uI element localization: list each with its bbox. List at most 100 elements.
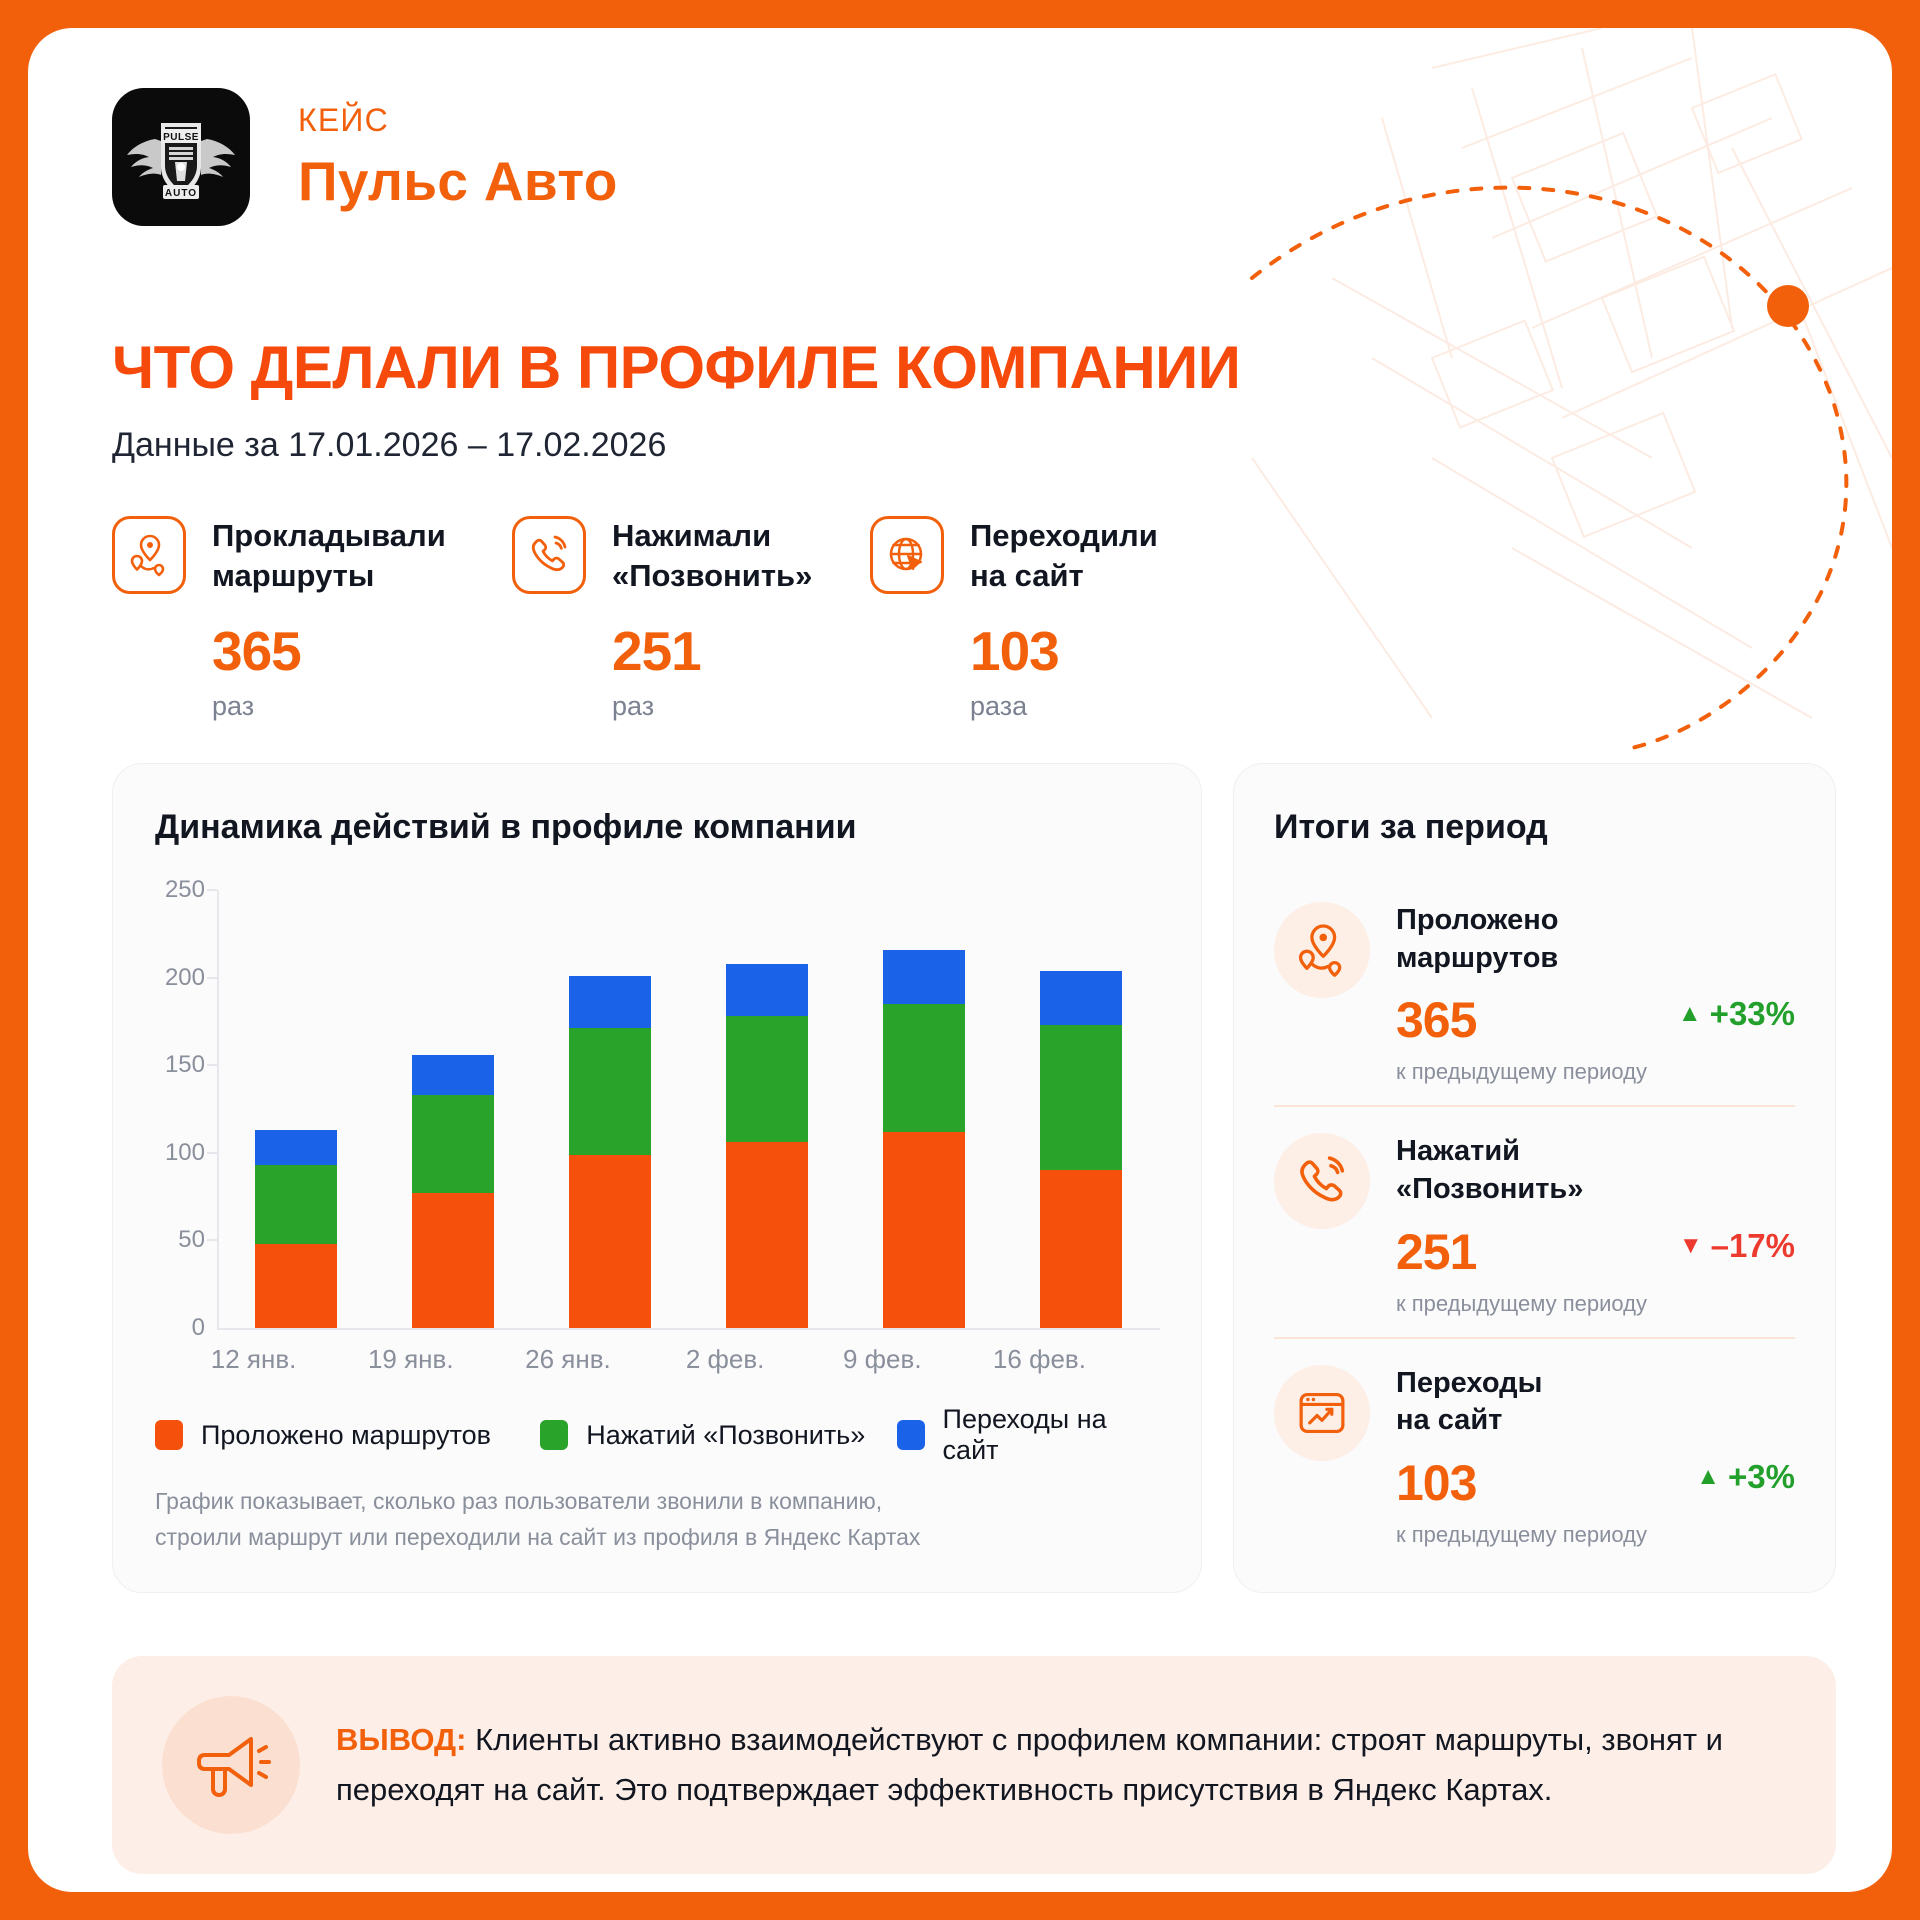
stacked-bar[interactable] [883, 949, 966, 1328]
bar-segment [254, 1130, 337, 1166]
bar-column [846, 890, 1003, 1328]
summary-label: Переходы на сайт [1396, 1366, 1543, 1437]
summary-sub: к предыдущему периоду [1396, 1059, 1647, 1085]
bar-chart-plot: 0 50 100 150 200 250 [155, 876, 1160, 1341]
bar-segment [726, 963, 809, 1017]
kpi-site: Переходили на сайт 103 раза [870, 516, 1158, 722]
summary-row: Проложено маршрутов 365 к предыдущему пе… [1234, 874, 1835, 1105]
summary-list: Проложено маршрутов 365 к предыдущему пе… [1234, 874, 1835, 1568]
kpi-calls: Нажимали «Позвонить» 251 раз [512, 516, 870, 722]
kpi-label: Нажимали «Позвонить» [612, 518, 813, 593]
legend-label: Нажатий «Позвонить» [586, 1419, 866, 1450]
y-axis-tick-mark [207, 889, 217, 891]
summary-value: 365 [1396, 992, 1477, 1049]
summary-label: Нажатий «Позвонить» [1396, 1135, 1584, 1206]
delta-value: –17% [1710, 1226, 1795, 1264]
y-axis-tick-label: 200 [164, 963, 205, 991]
kpi-row: Прокладывали маршруты 365 раз Нажимали «… [112, 516, 1158, 722]
x-axis-labels: 12 янв. 19 янв. 26 янв. 2 фев. 9 фев. 16 фев. [175, 1344, 1118, 1375]
svg-text:PULSE: PULSE [163, 132, 199, 143]
y-axis-tick-mark [207, 1239, 217, 1242]
stacked-bar[interactable] [411, 1054, 494, 1328]
phone-call-icon [1274, 1133, 1370, 1230]
x-axis-line [217, 1328, 1160, 1330]
bar-segment [726, 1142, 809, 1328]
bar-column [1003, 890, 1160, 1328]
bar-column [374, 890, 531, 1328]
y-axis-line [217, 890, 219, 1330]
legend-label: Переходы на сайт [942, 1404, 1107, 1465]
summary-row: Нажатий «Позвонить» 251 к предыдущему пе… [1234, 1105, 1835, 1336]
map-lines-decoration [1251, 28, 1892, 719]
bar-segment [411, 1193, 494, 1328]
status-badge: ▲ +33% [1678, 995, 1795, 1033]
bar-segment [883, 1003, 966, 1132]
summary-body: Переходы на сайт 103 к предыдущему перио… [1396, 1365, 1795, 1548]
kpi-unit: раза [970, 691, 1028, 722]
x-axis-label: 19 янв. [367, 1344, 454, 1374]
bar-series-group [217, 890, 1160, 1328]
chart-title: Динамика действий в профиле компании [155, 808, 857, 846]
bar-segment [411, 1095, 494, 1194]
kpi-label: Прокладывали маршруты [212, 518, 446, 593]
x-axis-label: 26 янв. [525, 1344, 611, 1374]
delta-value: +3% [1728, 1458, 1795, 1496]
poster-frame: PULSE AUTO КЕЙС Пульс Авто ЧТО ДЕЛАЛИ В … [28, 28, 1892, 1892]
bar-segment [726, 1016, 809, 1143]
y-axis-tick-mark [207, 976, 217, 979]
chart-legend: Проложено маршрутов Нажатий «Позвонить» Пе… [155, 1404, 1160, 1466]
route-pin-icon [112, 516, 186, 594]
summary-body: Нажатий «Позвонить» 251 к предыдущему пе… [1396, 1133, 1795, 1316]
summary-title: Итоги за период [1274, 808, 1548, 846]
stacked-bar[interactable] [726, 963, 809, 1328]
page-subtitle: Данные за 17.01.2026 – 17.02.2026 [112, 426, 667, 464]
page-title: ЧТО ДЕЛАЛИ В ПРОФИЛЕ КОМПАНИИ [112, 334, 1241, 401]
x-axis-label: 16 фев. [992, 1344, 1086, 1374]
legend-item[interactable]: Нажатий «Позвонить» [540, 1404, 896, 1466]
kpi-routes: Прокладывали маршруты 365 раз [112, 516, 512, 722]
bar-segment [883, 1131, 966, 1328]
company-logo: PULSE AUTO [112, 88, 250, 226]
svg-text:AUTO: AUTO [165, 188, 197, 199]
bar-segment [883, 949, 966, 1004]
kpi-value: 103 [970, 620, 1060, 683]
summary-value: 103 [1396, 1455, 1477, 1512]
x-axis-label: 9 фев. [842, 1344, 922, 1374]
y-axis-tick-mark [207, 1151, 217, 1154]
stacked-bar[interactable] [1040, 970, 1123, 1328]
conclusion-keyword: ВЫВОД: [336, 1721, 467, 1757]
summary-value: 251 [1396, 1223, 1477, 1280]
bar-segment [254, 1165, 337, 1244]
trend-up-icon: ▲ [1696, 1463, 1721, 1491]
chart-note: График показывает, сколько раз пользоват… [155, 1488, 921, 1550]
bar-segment [1040, 970, 1123, 1025]
summary-label: Проложено маршрутов [1396, 904, 1559, 974]
stacked-bar[interactable] [568, 975, 651, 1328]
y-axis-tick-label: 250 [164, 876, 205, 903]
legend-item[interactable]: Переходы на сайт [896, 1404, 1160, 1466]
conclusion-body: Клиенты активно взаимодействуют с профил… [336, 1721, 1723, 1807]
bar-segment [568, 1154, 651, 1328]
legend-swatch [155, 1420, 183, 1450]
x-axis-label: 12 янв. [210, 1344, 297, 1374]
bar-segment [411, 1054, 494, 1095]
conclusion-text: ВЫВОД: Клиенты активно взаимодействуют с… [336, 1715, 1786, 1815]
y-axis-tick-mark [207, 1064, 217, 1067]
summary-sub: к предыдущему периоду [1396, 1522, 1647, 1548]
y-axis-tick-label: 50 [178, 1226, 205, 1254]
kpi-label: Переходили на сайт [970, 518, 1158, 593]
chart-card: Динамика действий в профиле компании 0 50… [112, 763, 1202, 1593]
bar-column [531, 890, 688, 1328]
globe-cursor-icon [870, 516, 944, 594]
megaphone-icon [162, 1696, 300, 1834]
status-badge: ▲ +3% [1696, 1458, 1795, 1496]
brand-text: КЕЙС Пульс Авто [298, 102, 618, 213]
stacked-bar[interactable] [254, 1130, 337, 1328]
summary-row: Переходы на сайт 103 к предыдущему перио… [1234, 1336, 1835, 1568]
legend-swatch [896, 1420, 925, 1450]
kpi-unit: раз [212, 691, 255, 722]
bar-segment [1040, 1170, 1123, 1328]
dotted-arc-decoration [1250, 185, 1849, 750]
legend-item[interactable]: Проложено маршрутов [155, 1404, 540, 1466]
y-axis-tick-label: 0 [191, 1314, 205, 1341]
